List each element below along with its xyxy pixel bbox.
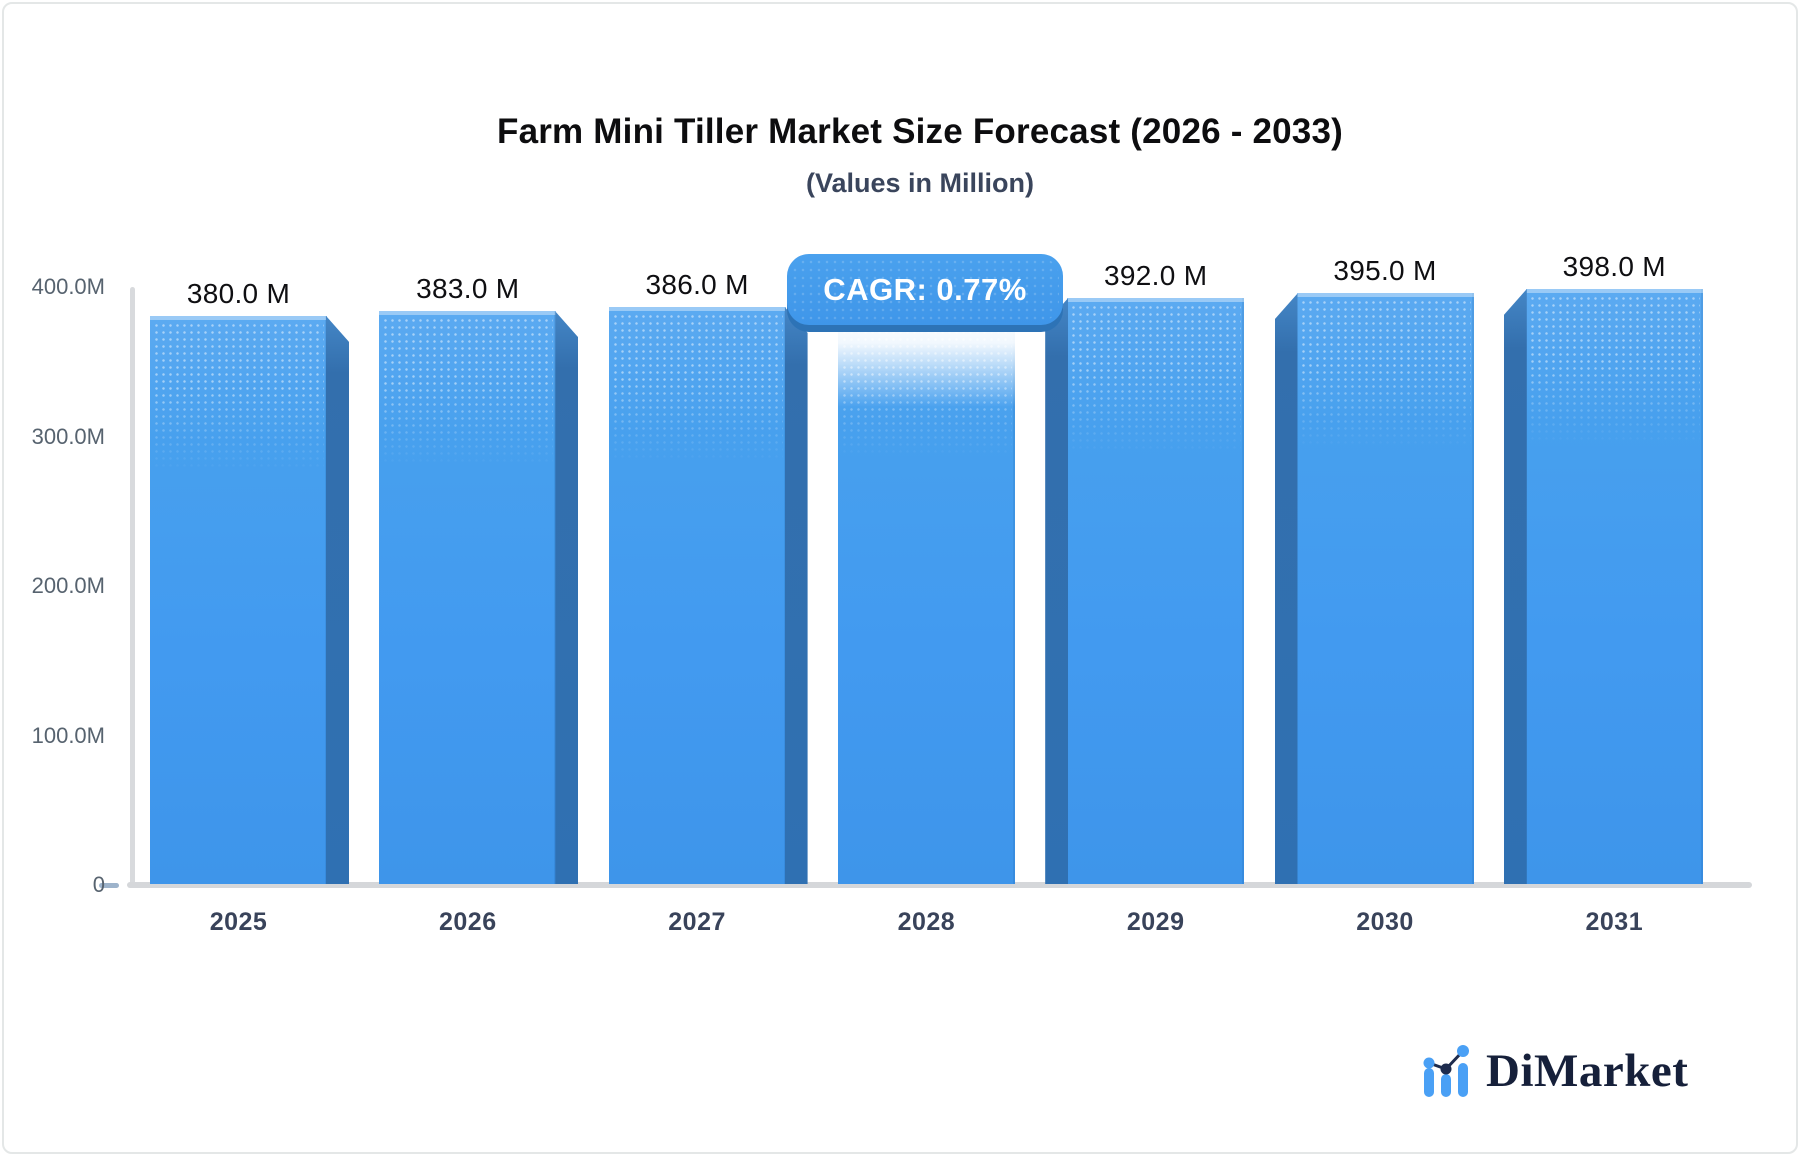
y-tick-label: 400.0M bbox=[31, 274, 105, 299]
bar-value-label-2031: 398.0 M bbox=[1562, 250, 1666, 282]
bar-side-2026 bbox=[555, 311, 579, 884]
x-tick-label-2027: 2027 bbox=[668, 908, 726, 936]
bar-2030 bbox=[1296, 293, 1474, 884]
y-tick-label: 200.0M bbox=[31, 573, 105, 598]
dimarket-logo: DiMarket bbox=[1422, 1042, 1688, 1100]
bar-value-label-2027: 386.0 M bbox=[645, 268, 749, 300]
bar-2025 bbox=[150, 315, 327, 884]
bar-side-2029 bbox=[1045, 297, 1069, 884]
bar-side-2025 bbox=[326, 315, 349, 884]
x-tick-label-2028: 2028 bbox=[897, 908, 956, 936]
bar-side-2027 bbox=[784, 306, 808, 884]
x-tick-label-2029: 2029 bbox=[1126, 908, 1185, 936]
bar-side-2031 bbox=[1503, 288, 1527, 884]
y-tick-label: 0 bbox=[92, 872, 105, 897]
x-axis-line bbox=[127, 882, 1752, 888]
chart-title: Farm Mini Tiller Market Size Forecast (2… bbox=[496, 112, 1343, 151]
bar-value-label-2026: 383.0 M bbox=[416, 273, 520, 305]
chart-subtitle: (Values in Million) bbox=[805, 168, 1035, 198]
bar-2026 bbox=[379, 311, 557, 884]
y-tick-label: 300.0M bbox=[31, 423, 105, 449]
x-tick-label-2031: 2031 bbox=[1585, 908, 1644, 936]
y-tick-label: 100.0M bbox=[31, 722, 105, 748]
y-axis-line bbox=[130, 287, 135, 885]
bar-2027 bbox=[608, 306, 786, 884]
bar-value-label-2029: 392.0 M bbox=[1104, 259, 1208, 291]
x-tick-label-2026: 2026 bbox=[438, 908, 497, 936]
cagr-badge-label: CAGR: 0.77% bbox=[823, 271, 1027, 307]
bar-side-2030 bbox=[1274, 293, 1298, 884]
dimarket-logo-icon bbox=[1423, 1045, 1469, 1097]
bar-2031 bbox=[1525, 288, 1703, 884]
bar-value-label-2030: 395.0 M bbox=[1333, 255, 1437, 287]
cagr-badge: CAGR: 0.77% bbox=[787, 254, 1063, 325]
zero-tick-mark bbox=[99, 883, 119, 888]
bar-2029 bbox=[1067, 297, 1245, 884]
bar-value-label-2025: 380.0 M bbox=[186, 277, 291, 309]
dimarket-logo-text: DiMarket bbox=[1486, 1045, 1689, 1097]
x-tick-label-2030: 2030 bbox=[1356, 908, 1414, 936]
x-tick-label-2025: 2025 bbox=[209, 908, 268, 936]
